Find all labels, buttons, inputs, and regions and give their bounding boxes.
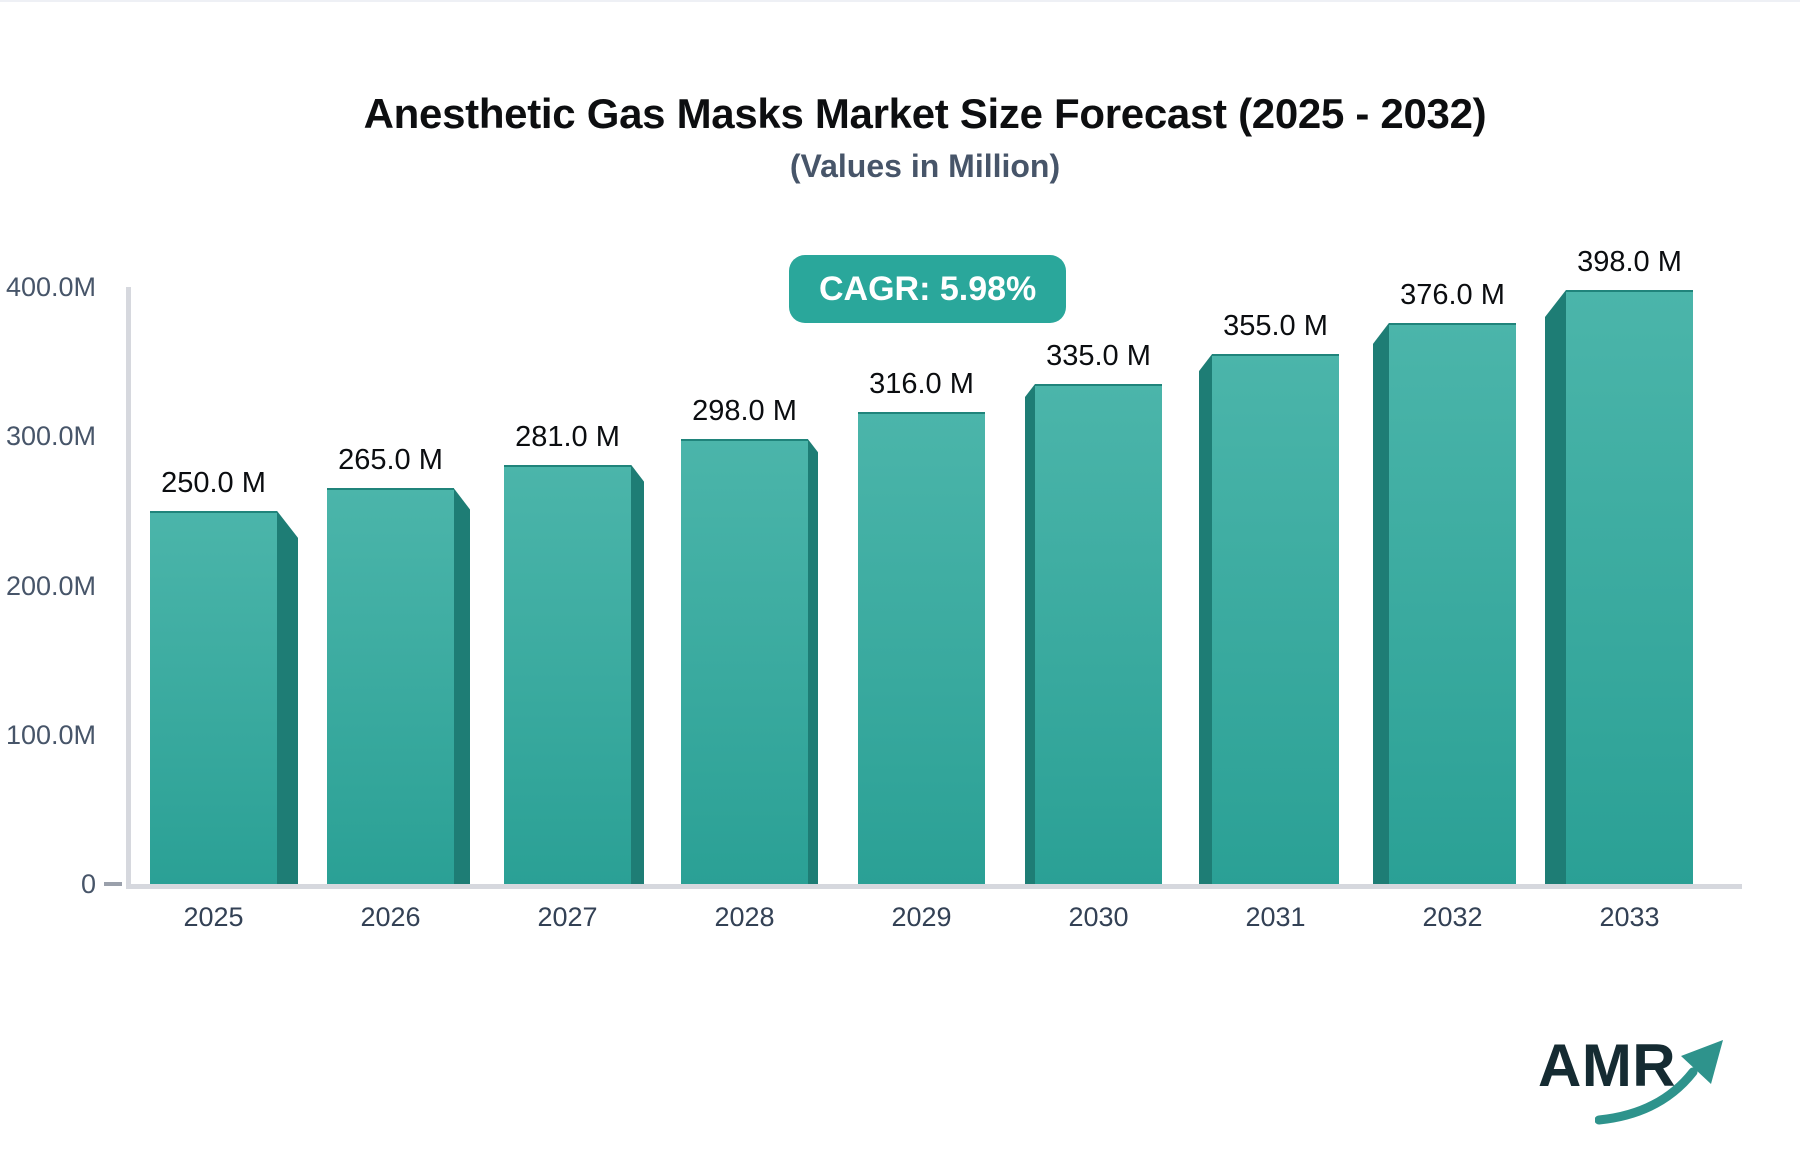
top-edge-divider (0, 0, 1800, 2)
bar-value-label: 376.0 M (1400, 278, 1505, 311)
bar-side-2025 (277, 510, 298, 889)
x-tick-label: 2025 (183, 902, 244, 932)
bar-value-label: 265.0 M (338, 444, 443, 477)
y-axis-line (126, 287, 131, 889)
y-tick-label: 400.0M (5, 272, 96, 302)
bar-2033 (1566, 289, 1693, 889)
bar-2026 (327, 488, 454, 889)
chart-subtitle: (Values in Million) (789, 148, 1061, 184)
x-axis-line (126, 884, 1742, 889)
bar-value-label: 335.0 M (1046, 340, 1151, 372)
y-tick-label: 200.0M (5, 570, 96, 601)
x-tick-label: 2026 (360, 902, 421, 932)
x-tick-label: 2031 (1245, 902, 1306, 932)
bar-side-2028 (808, 439, 818, 889)
trend-up-arrow-icon (1595, 1040, 1723, 1125)
zero-tick-mark (104, 882, 122, 886)
bar-value-label: 298.0 M (692, 395, 797, 428)
bar-side-2033 (1545, 289, 1566, 889)
bar-2031 (1212, 354, 1339, 889)
bar-2030 (1035, 384, 1162, 889)
x-tick-label: 2028 (714, 902, 775, 932)
y-tick-label: 100.0M (5, 719, 96, 750)
x-tick-label: 2030 (1068, 902, 1129, 932)
bar-value-label: 316.0 M (869, 368, 974, 401)
bar-side-2026 (454, 488, 470, 889)
bar-value-label: 355.0 M (1223, 310, 1328, 343)
y-tick-label: 0 (80, 869, 96, 899)
bar-value-label: 281.0 M (515, 420, 620, 453)
x-tick-label: 2032 (1422, 902, 1483, 932)
bar-2032 (1389, 322, 1516, 889)
bar-value-label: 398.0 M (1577, 245, 1682, 278)
amr-logo: AMR (1538, 1036, 1738, 1126)
x-tick-label: 2029 (891, 902, 952, 932)
bar-2029 (858, 412, 985, 889)
chart-title: Anesthetic Gas Masks Market Size Forecas… (363, 90, 1487, 137)
y-tick-label: 300.0M (5, 421, 96, 452)
bar-value-label: 250.0 M (161, 466, 266, 499)
cagr-badge: CAGR: 5.98% (789, 255, 1067, 323)
bar-2025 (150, 510, 277, 889)
x-tick-label: 2027 (537, 902, 598, 932)
bar-2028 (681, 439, 808, 889)
bar-side-2031 (1199, 354, 1212, 889)
bar-2027 (504, 464, 631, 889)
bar-side-2027 (631, 464, 644, 889)
x-tick-label: 2033 (1599, 902, 1660, 932)
bar-side-2032 (1373, 322, 1389, 889)
bar-side-2030 (1025, 384, 1035, 889)
amr-logo-text: AMR (1538, 1032, 1677, 1099)
